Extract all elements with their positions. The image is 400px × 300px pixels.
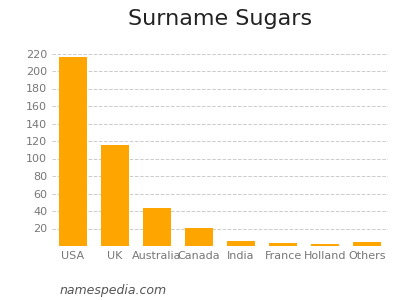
Bar xyxy=(311,244,339,246)
Bar xyxy=(59,57,87,246)
Bar xyxy=(227,241,255,246)
Bar xyxy=(143,208,171,246)
Bar xyxy=(101,146,129,246)
Title: Surname Sugars: Surname Sugars xyxy=(128,9,312,29)
Bar xyxy=(353,242,381,246)
Text: namespedia.com: namespedia.com xyxy=(60,284,167,297)
Bar xyxy=(269,242,297,246)
Bar xyxy=(185,228,213,246)
